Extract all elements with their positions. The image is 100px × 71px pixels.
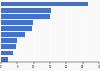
Bar — [1, 8, 51, 13]
Bar — [1, 14, 50, 19]
Bar — [1, 32, 24, 37]
Bar — [1, 51, 13, 55]
Bar — [1, 2, 88, 6]
Bar — [1, 45, 16, 49]
Bar — [1, 38, 17, 43]
Bar — [1, 26, 32, 31]
Bar — [1, 57, 8, 61]
Bar — [1, 20, 33, 25]
